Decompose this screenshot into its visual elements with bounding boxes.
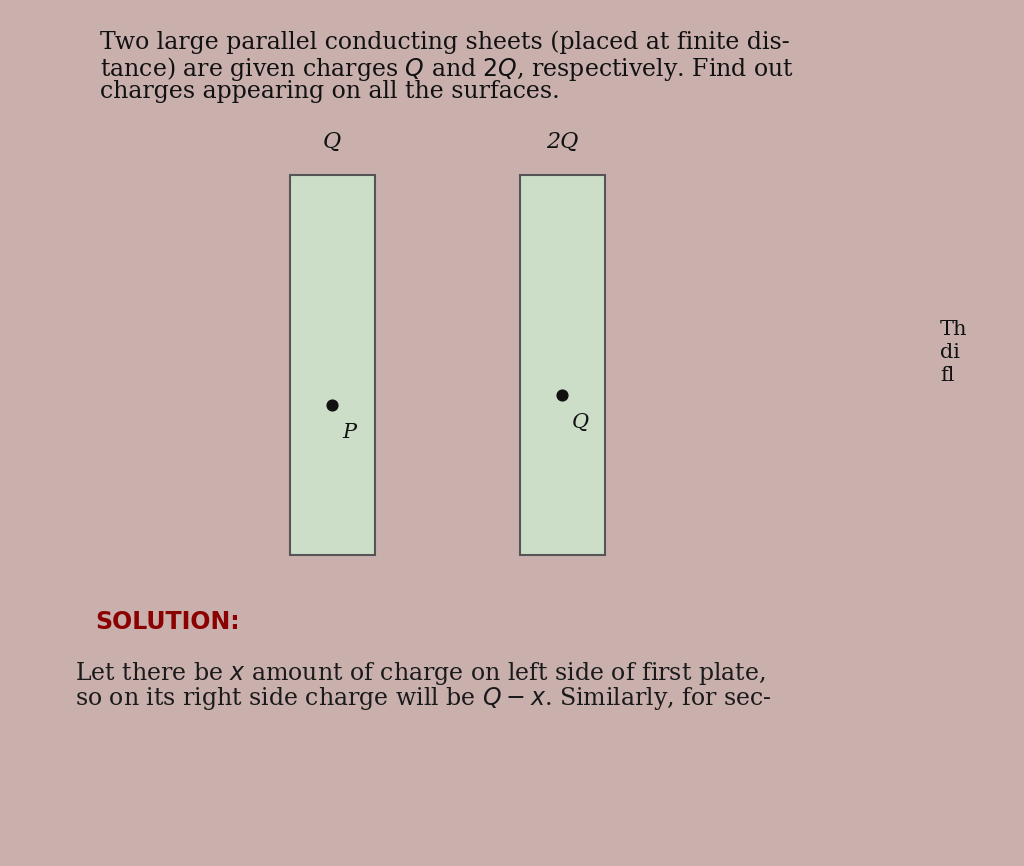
Point — [324, 398, 340, 412]
Text: SOLUTION:: SOLUTION: — [95, 610, 240, 634]
Text: so on its right side charge will be $Q-x$. Similarly, for sec-: so on its right side charge will be $Q-x… — [75, 685, 771, 712]
Point — [554, 388, 570, 402]
Text: fl: fl — [940, 366, 954, 385]
Text: Let there be $x$ amount of charge on left side of first plate,: Let there be $x$ amount of charge on lef… — [75, 660, 766, 687]
Text: P: P — [342, 423, 356, 442]
Bar — [290, 175, 375, 555]
Text: charges appearing on all the surfaces.: charges appearing on all the surfaces. — [100, 80, 560, 103]
Text: Th: Th — [940, 320, 968, 339]
Bar — [520, 175, 605, 555]
Text: Q: Q — [572, 413, 589, 432]
Text: Q: Q — [323, 131, 341, 153]
Text: tance) are given charges $Q$ and $2Q$, respectively. Find out: tance) are given charges $Q$ and $2Q$, r… — [100, 55, 794, 83]
Text: Two large parallel conducting sheets (placed at finite dis-: Two large parallel conducting sheets (pl… — [100, 30, 790, 54]
Text: di: di — [940, 343, 961, 362]
Text: 2Q: 2Q — [546, 131, 579, 153]
